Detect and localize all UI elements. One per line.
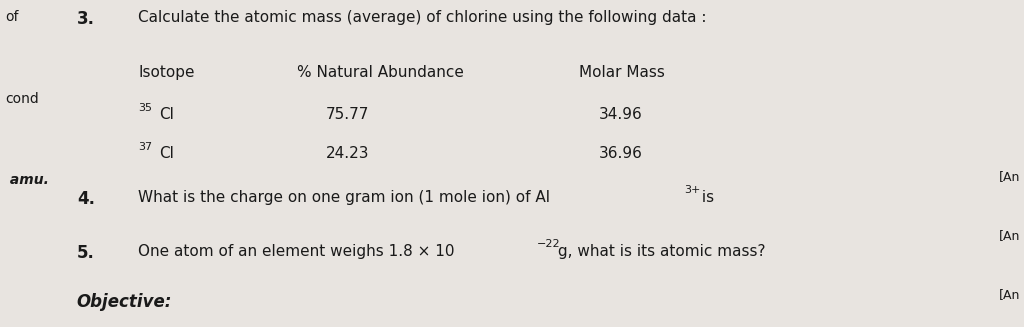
Text: g, what is its atomic mass?: g, what is its atomic mass? [553, 244, 766, 259]
Text: −22: −22 [537, 239, 560, 249]
Text: 37: 37 [138, 142, 153, 152]
Text: Molar Mass: Molar Mass [579, 65, 665, 80]
Text: What is the charge on one gram ion (1 mole ion) of Al: What is the charge on one gram ion (1 mo… [138, 190, 550, 205]
Text: [An: [An [998, 170, 1020, 183]
Text: 3+: 3+ [684, 185, 700, 195]
Text: 4.: 4. [77, 190, 95, 208]
Text: 5.: 5. [77, 244, 94, 262]
Text: 34.96: 34.96 [599, 107, 643, 122]
Text: is: is [697, 190, 715, 205]
Text: One atom of an element weighs 1.8 × 10: One atom of an element weighs 1.8 × 10 [138, 244, 455, 259]
Text: of: of [5, 10, 18, 24]
Text: 35: 35 [138, 103, 153, 113]
Text: [An: [An [998, 229, 1020, 242]
Text: cond: cond [5, 92, 39, 106]
Text: amu.: amu. [5, 173, 49, 187]
Text: 75.77: 75.77 [326, 107, 369, 122]
Text: Cl: Cl [159, 146, 174, 162]
Text: [An: [An [998, 288, 1020, 301]
Text: Calculate the atomic mass (average) of chlorine using the following data :: Calculate the atomic mass (average) of c… [138, 10, 707, 25]
Text: 24.23: 24.23 [326, 146, 369, 162]
Text: 36.96: 36.96 [599, 146, 643, 162]
Text: Isotope: Isotope [138, 65, 195, 80]
Text: 3.: 3. [77, 10, 95, 28]
Text: Cl: Cl [159, 107, 174, 122]
Text: % Natural Abundance: % Natural Abundance [297, 65, 464, 80]
Text: Objective:: Objective: [77, 293, 172, 311]
